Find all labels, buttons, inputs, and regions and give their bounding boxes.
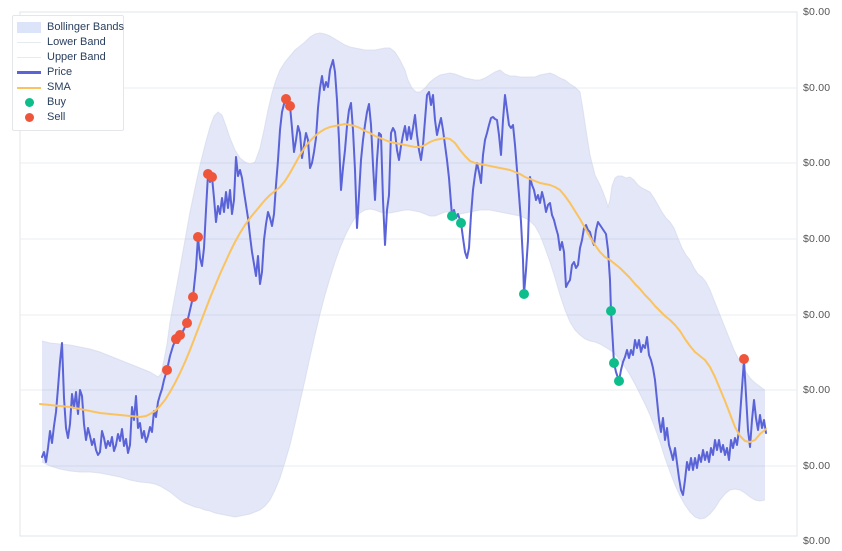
buy-marker [609,358,619,368]
legend-label: SMA [47,81,71,93]
price-swatch-glyph [17,71,41,74]
sma-swatch-icon [17,82,41,94]
buy-marker [614,376,624,386]
y-axis-tick-label: $0.00 [803,157,831,169]
buy-marker [606,306,616,316]
lower-band-line [41,208,766,520]
buy-marker [456,218,466,228]
legend-item-lower-band[interactable]: Lower Band [17,35,117,50]
sell-swatch-icon [17,112,41,124]
bollinger-band-fill [42,33,765,519]
legend-item-upper-band[interactable]: Upper Band [17,50,117,65]
bollinger-bands-swatch-glyph [17,22,41,33]
sell-marker [207,172,217,182]
upper-band-line [41,32,766,391]
sma-line [39,123,767,443]
lower-band-swatch-icon [17,37,41,49]
upper-band-swatch-glyph [17,57,41,58]
legend-label: Lower Band [47,36,106,48]
legend-label: Bollinger Bands [47,21,125,33]
price-line [41,59,767,496]
legend-item-sell[interactable]: Sell [17,110,117,125]
sell-marker [285,101,295,111]
legend: Bollinger Bands Lower Band Upper Band Price… [12,15,124,131]
legend-item-sma[interactable]: SMA [17,80,117,95]
legend-item-bollinger-bands[interactable]: Bollinger Bands [17,20,124,35]
legend-item-buy[interactable]: Buy [17,95,117,110]
buy-swatch-glyph [24,98,34,107]
legend-label: Sell [47,111,66,123]
sell-swatch-glyph [24,113,34,122]
buy-swatch-icon [17,97,41,109]
legend-label: Buy [47,96,66,108]
sell-marker [188,292,198,302]
lower-band-swatch-glyph [17,42,41,43]
y-axis-tick-label: $0.00 [803,82,831,94]
y-axis-tick-label: $0.00 [803,233,831,245]
legend-label: Upper Band [47,51,106,63]
buy-marker [447,211,457,221]
price-swatch-icon [17,67,41,79]
y-axis-tick-label: $0.00 [803,309,831,321]
legend-label: Price [47,66,73,78]
sell-marker [739,354,749,364]
buy-marker [519,289,529,299]
legend-item-price[interactable]: Price [17,65,117,80]
plot-border [19,11,798,537]
sma-swatch-glyph [17,86,41,89]
sell-marker [193,232,203,242]
bollinger-bands-swatch-icon [17,22,41,34]
sell-marker [175,330,185,340]
sell-marker [182,318,192,328]
upper-band-swatch-icon [17,52,41,64]
y-axis-tick-label: $0.00 [803,460,831,472]
sell-marker [162,365,172,375]
y-axis-tick-label: $0.00 [803,384,831,396]
y-axis-tick-label: $0.00 [803,6,831,18]
y-axis-tick-label: $0.00 [803,535,831,547]
